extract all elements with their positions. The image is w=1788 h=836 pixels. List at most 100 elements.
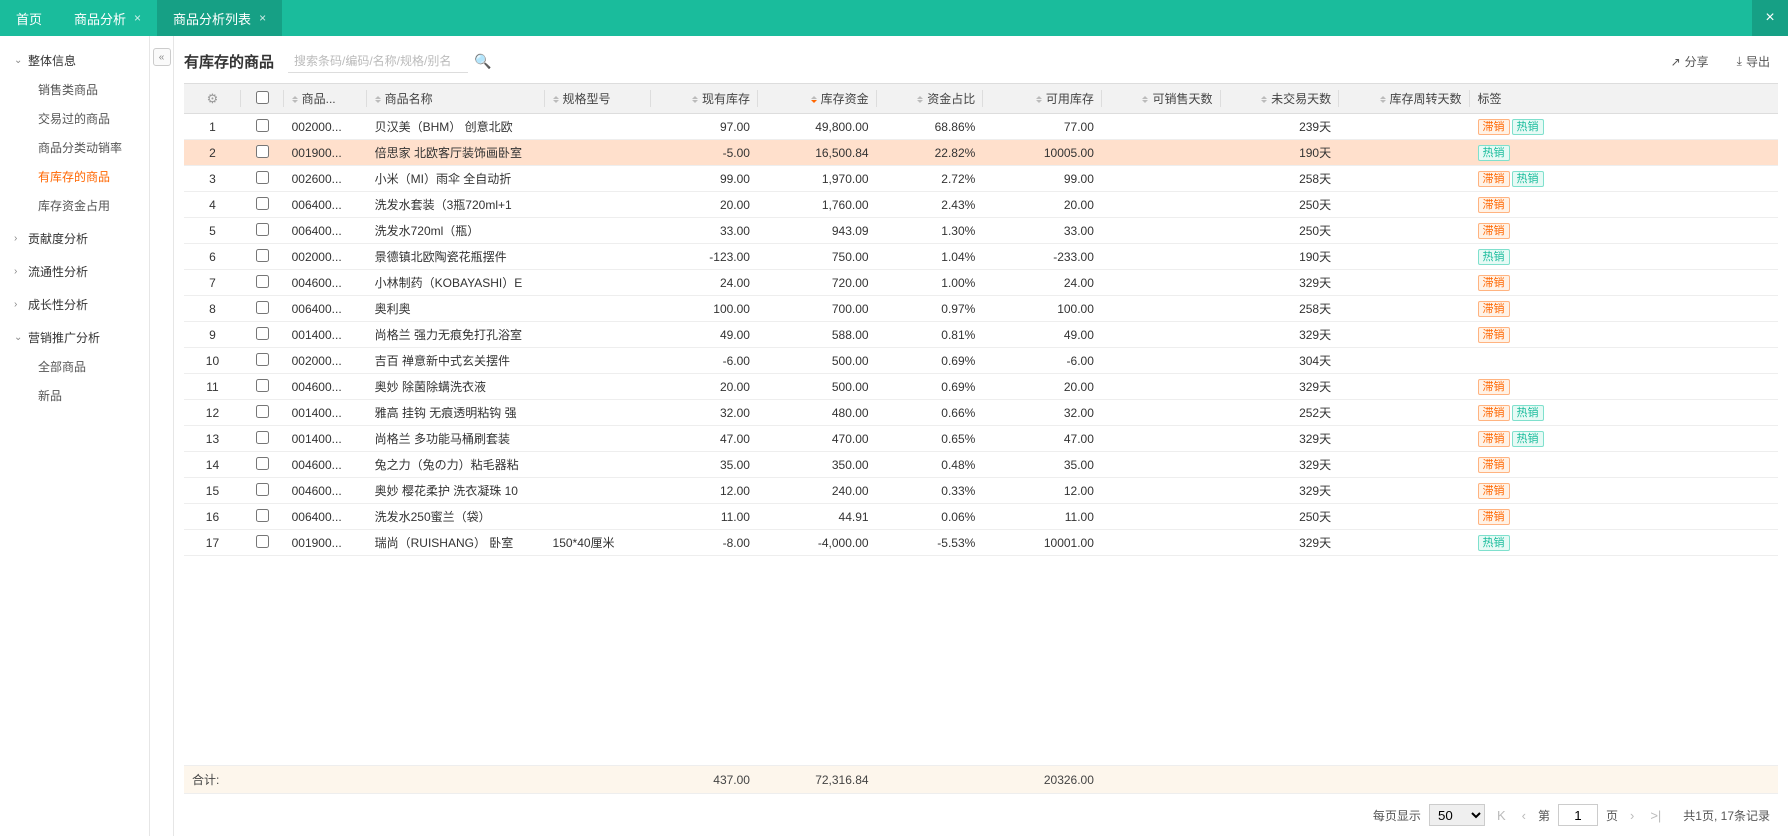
table-row[interactable]: 14004600...兔之力（兔の力）粘毛器粘35.00350.000.48%3…: [184, 452, 1778, 478]
share-button[interactable]: ↗ 分享: [1671, 53, 1709, 70]
row-checkbox[interactable]: [256, 405, 269, 418]
cell-chk: [241, 296, 284, 322]
row-checkbox[interactable]: [256, 171, 269, 184]
tab-首页[interactable]: 首页: [0, 0, 58, 36]
cell-chk: [241, 452, 284, 478]
sidebar-item-全部商品[interactable]: 全部商品: [0, 352, 149, 381]
first-page-button[interactable]: K: [1493, 808, 1510, 823]
sidebar-item-销售类商品[interactable]: 销售类商品: [0, 75, 149, 104]
chevron-down-icon: ⌄: [14, 55, 24, 66]
table-row[interactable]: 4006400...洗发水套装（3瓶720ml+120.001,760.002.…: [184, 192, 1778, 218]
row-checkbox[interactable]: [256, 249, 269, 262]
table-row[interactable]: 16006400...洗发水250蜜兰（袋）11.0044.910.06%11.…: [184, 504, 1778, 530]
gear-icon[interactable]: ⚙: [207, 91, 219, 106]
column-header-avail[interactable]: 可用库存: [983, 84, 1102, 114]
select-all-checkbox[interactable]: [256, 91, 269, 104]
table-row[interactable]: 17001900...瑞尚（RUISHANG） 卧室150*40厘米-8.00-…: [184, 530, 1778, 556]
cell-tags: 滞销热销: [1470, 426, 1778, 452]
cell-turnDays: [1339, 166, 1469, 192]
close-all-tabs-button[interactable]: ×: [1752, 0, 1788, 36]
sidebar-item-新品[interactable]: 新品: [0, 381, 149, 410]
sidebar-item-商品分类动销率[interactable]: 商品分类动销率: [0, 133, 149, 162]
cell-code: 006400...: [284, 504, 367, 530]
row-checkbox[interactable]: [256, 379, 269, 392]
row-checkbox[interactable]: [256, 197, 269, 210]
tab-商品分析列表[interactable]: 商品分析列表×: [157, 0, 282, 36]
cell-code: 006400...: [284, 296, 367, 322]
export-button[interactable]: ⤓ 导出: [1737, 53, 1770, 70]
table-row[interactable]: 10002000...吉百 禅意新中式玄关摆件-6.00500.000.69%-…: [184, 348, 1778, 374]
export-icon: ⤓: [1737, 54, 1742, 69]
collapse-sidebar-button[interactable]: «: [153, 48, 171, 66]
sidebar-item-库存资金占用[interactable]: 库存资金占用: [0, 191, 149, 220]
cell-idx: 12: [184, 400, 241, 426]
table-row[interactable]: 12001400...雅高 挂钩 无痕透明粘钩 强32.00480.000.66…: [184, 400, 1778, 426]
table-row[interactable]: 6002000...景德镇北欧陶瓷花瓶摆件 -123.00750.001.04%…: [184, 244, 1778, 270]
per-page-select[interactable]: 50: [1429, 804, 1485, 826]
row-checkbox[interactable]: [256, 145, 269, 158]
column-header-turnDays[interactable]: 库存周转天数: [1339, 84, 1469, 114]
table-row[interactable]: 1002000...贝汉美（BHM） 创意北欧97.0049,800.0068.…: [184, 114, 1778, 140]
tab-商品分析[interactable]: 商品分析×: [58, 0, 157, 36]
table-row[interactable]: 11004600...奥妙 除菌除螨洗衣液20.00500.000.69%20.…: [184, 374, 1778, 400]
table-row[interactable]: 5006400...洗发水720ml（瓶）33.00943.091.30%33.…: [184, 218, 1778, 244]
cell-spec: [545, 478, 652, 504]
cell-stock: 35.00: [651, 452, 758, 478]
sidebar-item-交易过的商品[interactable]: 交易过的商品: [0, 104, 149, 133]
cell-noTrade: 329天: [1221, 322, 1340, 348]
row-checkbox[interactable]: [256, 535, 269, 548]
cell-code: 001400...: [284, 400, 367, 426]
column-header-stock[interactable]: 现有库存: [651, 84, 758, 114]
next-page-button[interactable]: ›: [1626, 808, 1638, 823]
last-page-button[interactable]: >|: [1646, 808, 1665, 823]
sidebar-group-label: 贡献度分析: [28, 230, 88, 247]
table-row[interactable]: 9001400...尚格兰 强力无痕免打孔浴室49.00588.000.81%4…: [184, 322, 1778, 348]
cell-avail: 20.00: [983, 192, 1102, 218]
table-row[interactable]: 3002600...小米（MI）雨伞 全自动折99.001,970.002.72…: [184, 166, 1778, 192]
close-icon[interactable]: ×: [134, 11, 141, 25]
cell-pct: 2.72%: [877, 166, 984, 192]
cell-turnDays: [1339, 374, 1469, 400]
row-checkbox[interactable]: [256, 483, 269, 496]
search-button[interactable]: 🔍: [468, 53, 497, 70]
search-input[interactable]: [288, 50, 468, 73]
column-header-saleDays[interactable]: 可销售天数: [1102, 84, 1221, 114]
row-checkbox[interactable]: [256, 223, 269, 236]
prev-page-button[interactable]: ‹: [1518, 808, 1530, 823]
row-checkbox[interactable]: [256, 301, 269, 314]
column-header-code[interactable]: 商品...: [284, 84, 367, 114]
table-row[interactable]: 15004600...奥妙 樱花柔护 洗衣凝珠 1012.00240.000.3…: [184, 478, 1778, 504]
table-row[interactable]: 13001400...尚格兰 多功能马桶刷套装 47.00470.000.65%…: [184, 426, 1778, 452]
column-header-fund[interactable]: 库存资金: [758, 84, 877, 114]
row-checkbox[interactable]: [256, 275, 269, 288]
row-checkbox[interactable]: [256, 457, 269, 470]
table-row[interactable]: 8006400...奥利奥100.00700.000.97%100.00258天…: [184, 296, 1778, 322]
sidebar-group-整体信息[interactable]: ⌄整体信息: [0, 46, 149, 75]
sidebar-group-贡献度分析[interactable]: ›贡献度分析: [0, 224, 149, 253]
row-checkbox[interactable]: [256, 353, 269, 366]
share-icon: ↗: [1671, 55, 1681, 69]
column-label: 现有库存: [702, 92, 750, 106]
cell-idx: 7: [184, 270, 241, 296]
row-checkbox[interactable]: [256, 119, 269, 132]
sidebar-item-有库存的商品[interactable]: 有库存的商品: [0, 162, 149, 191]
column-header-spec[interactable]: 规格型号: [545, 84, 652, 114]
column-header-pct[interactable]: 资金占比: [877, 84, 984, 114]
column-header-noTrade[interactable]: 未交易天数: [1221, 84, 1340, 114]
sidebar-group-流通性分析[interactable]: ›流通性分析: [0, 257, 149, 286]
cell-turnDays: [1339, 426, 1469, 452]
cell-tags: 滞销: [1470, 322, 1778, 348]
table-row[interactable]: 2001900...倍思家 北欧客厅装饰画卧室-5.0016,500.8422.…: [184, 140, 1778, 166]
row-checkbox[interactable]: [256, 327, 269, 340]
row-checkbox[interactable]: [256, 431, 269, 444]
sidebar-group-营销推广分析[interactable]: ⌄营销推广分析: [0, 323, 149, 352]
close-icon[interactable]: ×: [259, 11, 266, 25]
cell-fund: 943.09: [758, 218, 877, 244]
row-checkbox[interactable]: [256, 509, 269, 522]
cell-stock: 33.00: [651, 218, 758, 244]
page-input[interactable]: [1558, 804, 1598, 826]
column-header-name[interactable]: 商品名称: [367, 84, 545, 114]
sidebar-group-成长性分析[interactable]: ›成长性分析: [0, 290, 149, 319]
cell-noTrade: 258天: [1221, 166, 1340, 192]
table-row[interactable]: 7004600...小林制药（KOBAYASHI）E24.00720.001.0…: [184, 270, 1778, 296]
